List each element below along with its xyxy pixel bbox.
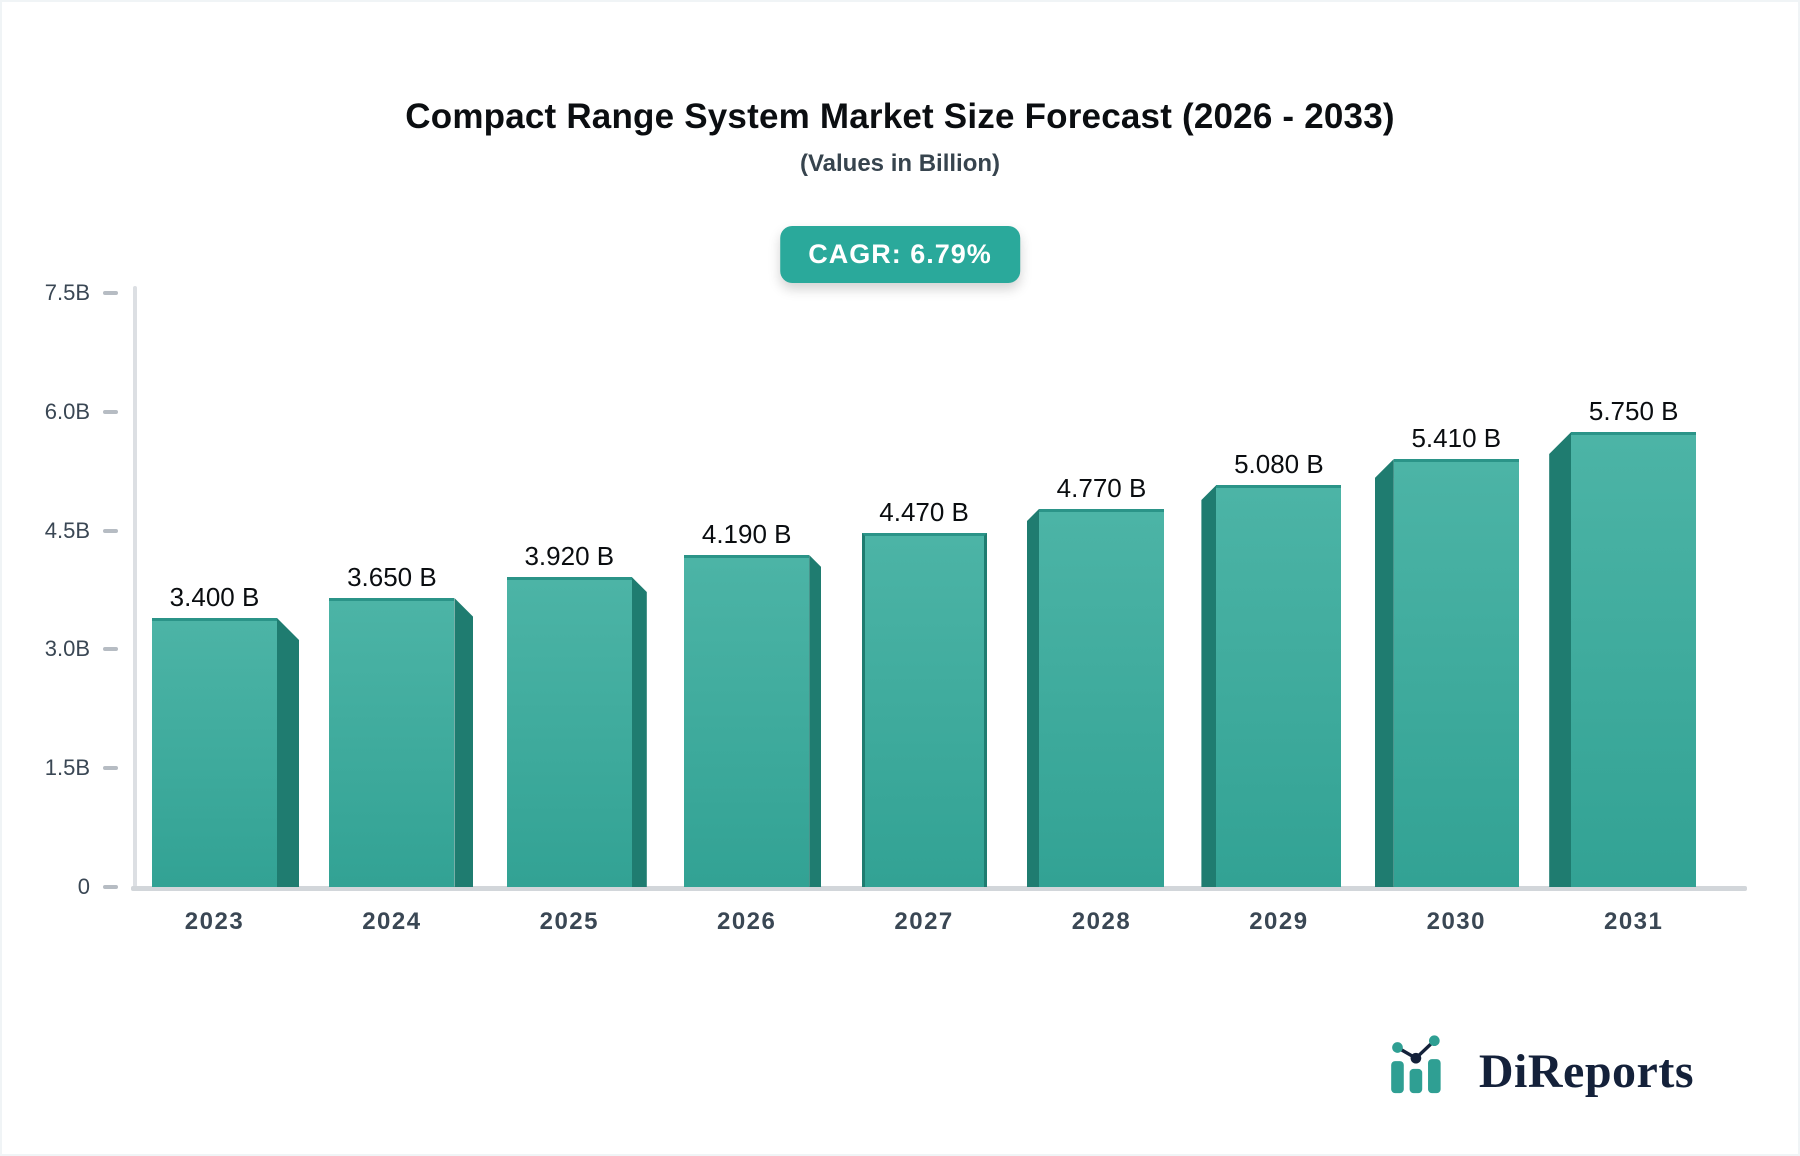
bar-side-face: [454, 598, 474, 887]
bar-value-label: 3.400 B: [169, 582, 260, 612]
y-axis-tick-label: 4.5B: [44, 517, 90, 543]
bar-value-label: 5.410 B: [1411, 423, 1502, 453]
bar-side-face: [1201, 485, 1217, 887]
y-axis-tick-dash: [103, 528, 118, 533]
bar-side-face: [809, 555, 822, 887]
bar: [684, 555, 810, 887]
y-axis-tick-label: 0: [77, 874, 90, 899]
bar-value-label: 4.190 B: [701, 519, 792, 549]
x-axis-label: 2026: [716, 908, 777, 935]
y-axis-line: [133, 286, 137, 887]
y-axis-tick-label: 1.5B: [44, 755, 90, 781]
y-axis-tick-dash: [103, 409, 118, 414]
y-axis-tick-label: 6.0B: [44, 398, 90, 424]
x-axis-baseline: [131, 886, 1747, 891]
y-axis-tick-dash: [103, 766, 118, 771]
x-axis-label: 2029: [1249, 908, 1309, 935]
bar: [1216, 485, 1342, 887]
bar-side-face: [1374, 459, 1394, 887]
brand-logo: DiReports: [1388, 1032, 1694, 1096]
bar-side-face: [1549, 432, 1572, 887]
bar-side-face: [277, 618, 299, 887]
chart-subtitle: (Values in Billion): [799, 150, 1001, 177]
y-axis-tick-label: 7.5B: [44, 280, 90, 305]
bar-value-label: 5.080 B: [1234, 449, 1324, 479]
bar: [861, 533, 987, 887]
y-axis-tick-dash: [103, 885, 118, 889]
bar: [1571, 432, 1697, 887]
bar: [1393, 459, 1519, 887]
y-axis-tick-label: 3.0B: [44, 636, 90, 662]
bar-value-label: 4.470 B: [879, 497, 969, 527]
x-axis-label: 2031: [1603, 908, 1664, 935]
x-axis-label: 2028: [1071, 908, 1132, 935]
bar-line-chart-logo-icon: [1391, 1035, 1441, 1094]
bar: [152, 618, 277, 887]
x-axis-label: 2023: [184, 908, 245, 935]
x-axis-label: 2027: [894, 908, 954, 935]
bar-value-label: 4.770 B: [1056, 473, 1147, 503]
bar: [329, 598, 455, 887]
x-axis-label: 2024: [362, 908, 422, 935]
bar-value-label: 5.750 B: [1588, 396, 1679, 426]
cagr-badge: CAGR: 6.79%: [780, 226, 1020, 283]
bar-side-face: [631, 577, 647, 887]
brand-logo-text: DiReports: [1478, 1045, 1694, 1098]
bar: [506, 577, 632, 887]
y-axis-tick-dash: [103, 291, 118, 295]
x-axis-label: 2030: [1426, 908, 1486, 935]
bar: [1039, 509, 1164, 887]
x-axis-label: 2025: [539, 908, 599, 935]
bar-side-face: [1027, 509, 1039, 887]
bar-value-label: 3.650 B: [347, 562, 437, 592]
y-axis-tick-dash: [103, 647, 118, 652]
chart-title: Compact Range System Market Size Forecas…: [405, 97, 1395, 136]
bar-value-label: 3.920 B: [524, 541, 615, 571]
